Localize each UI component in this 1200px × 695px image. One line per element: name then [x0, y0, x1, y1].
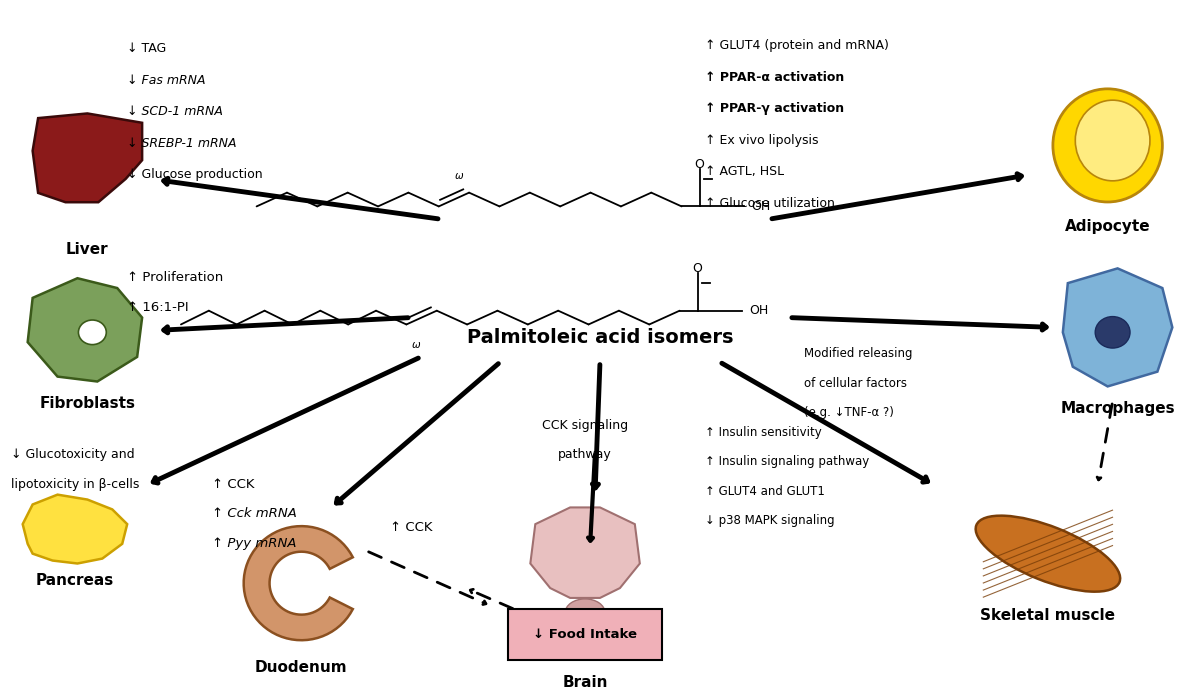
FancyBboxPatch shape [509, 609, 661, 660]
Ellipse shape [565, 599, 605, 626]
Text: Liver: Liver [66, 242, 109, 257]
Text: Brain: Brain [563, 675, 608, 689]
Text: Macrophages: Macrophages [1061, 401, 1175, 416]
Text: Duodenum: Duodenum [256, 660, 348, 675]
Text: lipotoxicity in β-cells: lipotoxicity in β-cells [11, 478, 139, 491]
Polygon shape [530, 507, 640, 598]
Text: ↓ Fas mRNA: ↓ Fas mRNA [127, 74, 205, 87]
Text: ↑ Proliferation: ↑ Proliferation [127, 271, 223, 284]
Text: ↓ SCD-1 mRNA: ↓ SCD-1 mRNA [127, 105, 223, 118]
Text: Adipocyte: Adipocyte [1064, 219, 1151, 234]
Text: (e.g. ↓TNF-α ?): (e.g. ↓TNF-α ?) [804, 406, 894, 419]
Text: ↑ Insulin signaling pathway: ↑ Insulin signaling pathway [704, 455, 869, 468]
Ellipse shape [1096, 317, 1130, 348]
Text: Palmitoleic acid isomers: Palmitoleic acid isomers [467, 328, 733, 347]
Text: Pancreas: Pancreas [35, 573, 114, 589]
Text: OH: OH [749, 304, 768, 317]
Ellipse shape [1052, 89, 1163, 202]
Text: O: O [692, 262, 702, 275]
Text: ↑ Cck mRNA: ↑ Cck mRNA [212, 507, 296, 521]
Text: ↑ Insulin sensitivity: ↑ Insulin sensitivity [704, 426, 821, 439]
Polygon shape [32, 113, 142, 202]
Text: O: O [695, 158, 704, 170]
Text: ↑ 16:1-PI: ↑ 16:1-PI [127, 301, 188, 314]
Text: ↑ GLUT4 and GLUT1: ↑ GLUT4 and GLUT1 [704, 485, 824, 498]
Text: ↓ Glucotoxicity and: ↓ Glucotoxicity and [11, 448, 134, 461]
Polygon shape [1063, 268, 1172, 386]
Text: ↑ CCK: ↑ CCK [212, 478, 254, 491]
Text: Modified releasing: Modified releasing [804, 347, 912, 360]
Text: ↑ PPAR-α activation: ↑ PPAR-α activation [704, 71, 844, 83]
Text: ↑ Pyy mRNA: ↑ Pyy mRNA [212, 537, 296, 550]
Polygon shape [23, 495, 127, 564]
Text: ↑ Glucose utilization: ↑ Glucose utilization [704, 197, 834, 210]
Text: CCK signaling: CCK signaling [542, 419, 628, 432]
Text: Skeletal muscle: Skeletal muscle [980, 607, 1116, 623]
Text: OH: OH [751, 200, 770, 213]
Text: ↑ PPAR-γ activation: ↑ PPAR-γ activation [704, 102, 844, 115]
Text: of cellular factors: of cellular factors [804, 377, 907, 390]
Text: ω: ω [455, 171, 463, 181]
Text: ↓ p38 MAPK signaling: ↓ p38 MAPK signaling [704, 514, 834, 528]
Polygon shape [244, 526, 353, 640]
Text: ↓ TAG: ↓ TAG [127, 42, 167, 55]
Text: ↓ SREBP-1 mRNA: ↓ SREBP-1 mRNA [127, 136, 236, 149]
Text: ω: ω [413, 340, 421, 350]
Text: ↑ GLUT4 (protein and mRNA): ↑ GLUT4 (protein and mRNA) [704, 39, 888, 52]
Text: Fibroblasts: Fibroblasts [40, 396, 136, 411]
Text: ↓ Food Intake: ↓ Food Intake [533, 628, 637, 641]
Polygon shape [28, 278, 142, 382]
Text: ↑ Ex vivo lipolysis: ↑ Ex vivo lipolysis [704, 133, 818, 147]
Text: ↑ CCK: ↑ CCK [390, 521, 432, 534]
Text: pathway: pathway [558, 448, 612, 461]
Text: ↓ Glucose production: ↓ Glucose production [127, 168, 263, 181]
Ellipse shape [1075, 100, 1150, 181]
Ellipse shape [976, 516, 1120, 591]
Ellipse shape [78, 320, 107, 345]
Text: ↑ AGTL, HSL: ↑ AGTL, HSL [704, 165, 784, 178]
